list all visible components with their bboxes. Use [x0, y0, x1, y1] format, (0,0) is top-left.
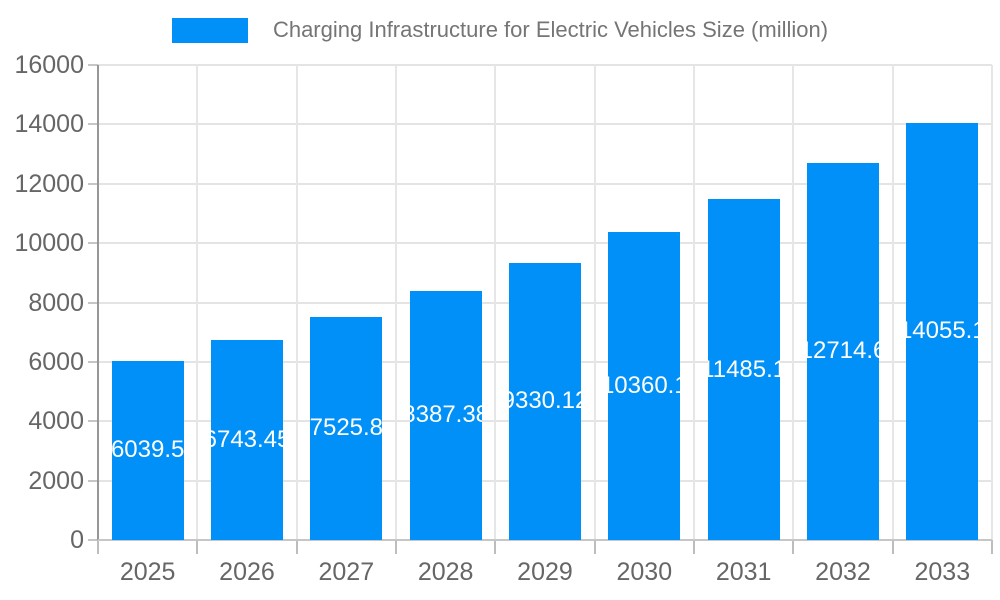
y-axis-tick — [88, 301, 98, 304]
y-tick-label-6000: 6000 — [28, 347, 84, 376]
x-axis-tick — [891, 540, 894, 554]
legend-label: Charging Infrastructure for Electric Veh… — [272, 17, 829, 42]
x-axis-tick — [97, 540, 99, 554]
v-gridline — [494, 65, 497, 540]
y-axis-tick — [88, 182, 98, 185]
v-gridline — [991, 65, 993, 540]
bar-2033[interactable]: 14055.1 — [906, 122, 979, 540]
y-axis-tick — [88, 242, 98, 245]
h-gridline — [98, 123, 992, 126]
x-tick-label-2025: 2025 — [119, 558, 176, 586]
x-axis-line — [98, 539, 992, 541]
bar-2031[interactable]: 11485.1 — [707, 199, 780, 540]
x-tick-label-2028: 2028 — [417, 558, 474, 586]
h-gridline — [98, 242, 992, 245]
x-tick-label-2030: 2030 — [616, 558, 673, 586]
y-tick-label-10000: 10000 — [14, 229, 84, 258]
y-tick-label-2000: 2000 — [28, 466, 84, 495]
x-axis-tick — [494, 540, 497, 554]
y-axis-tick — [88, 420, 98, 423]
bar-2026[interactable]: 6743.45 — [211, 339, 283, 540]
bar-value-label-2033: 14055.1 — [906, 317, 978, 345]
x-axis-tick — [295, 540, 298, 554]
x-axis-tick — [593, 540, 596, 554]
y-axis-tick — [88, 479, 98, 482]
legend[interactable]: Charging Infrastructure for Electric Veh… — [0, 17, 1000, 43]
bar-value-label-2026: 6743.45 — [211, 425, 283, 453]
y-axis-tick — [88, 123, 98, 126]
v-gridline — [693, 65, 695, 540]
v-gridline — [792, 65, 795, 540]
bar-value-label-2025: 6039.5 — [111, 436, 184, 464]
v-gridline — [395, 65, 397, 540]
y-axis-tick — [88, 360, 98, 363]
y-tick-label-8000: 8000 — [28, 288, 84, 317]
bar-2025[interactable]: 6039.5 — [111, 360, 184, 540]
bar-value-label-2027: 7525.8 — [310, 414, 383, 442]
v-gridline — [891, 65, 894, 540]
y-tick-label-16000: 16000 — [14, 51, 84, 79]
x-tick-label-2029: 2029 — [517, 558, 573, 586]
h-gridline — [98, 64, 992, 66]
x-tick-label-2032: 2032 — [815, 558, 871, 586]
y-axis-tick — [88, 539, 98, 541]
x-axis-tick — [991, 540, 993, 554]
x-tick-label-2027: 2027 — [318, 558, 375, 586]
x-axis-tick — [395, 540, 397, 554]
y-tick-label-12000: 12000 — [14, 169, 84, 198]
x-axis-tick — [792, 540, 795, 554]
y-axis-tick — [88, 64, 98, 66]
y-tick-label-14000: 14000 — [14, 110, 84, 139]
bar-value-label-2029: 9330.12 — [509, 387, 581, 415]
x-axis-tick — [196, 540, 199, 554]
v-gridline — [593, 65, 596, 540]
bar-value-label-2031: 11485.1 — [708, 355, 780, 383]
x-tick-label-2026: 2026 — [219, 558, 275, 586]
y-axis-line — [97, 65, 99, 540]
y-tick-label-0: 0 — [70, 526, 84, 554]
bar-2027[interactable]: 7525.8 — [310, 316, 383, 540]
y-tick-label-4000: 4000 — [28, 407, 84, 436]
x-axis-tick — [693, 540, 695, 554]
x-tick-label-2031: 2031 — [715, 558, 772, 586]
x-tick-label-2033: 2033 — [914, 558, 971, 586]
v-gridline — [196, 65, 199, 540]
legend-swatch-icon — [171, 17, 248, 43]
h-gridline — [98, 182, 992, 185]
bar-2029[interactable]: 9330.12 — [509, 263, 581, 540]
v-gridline — [295, 65, 298, 540]
